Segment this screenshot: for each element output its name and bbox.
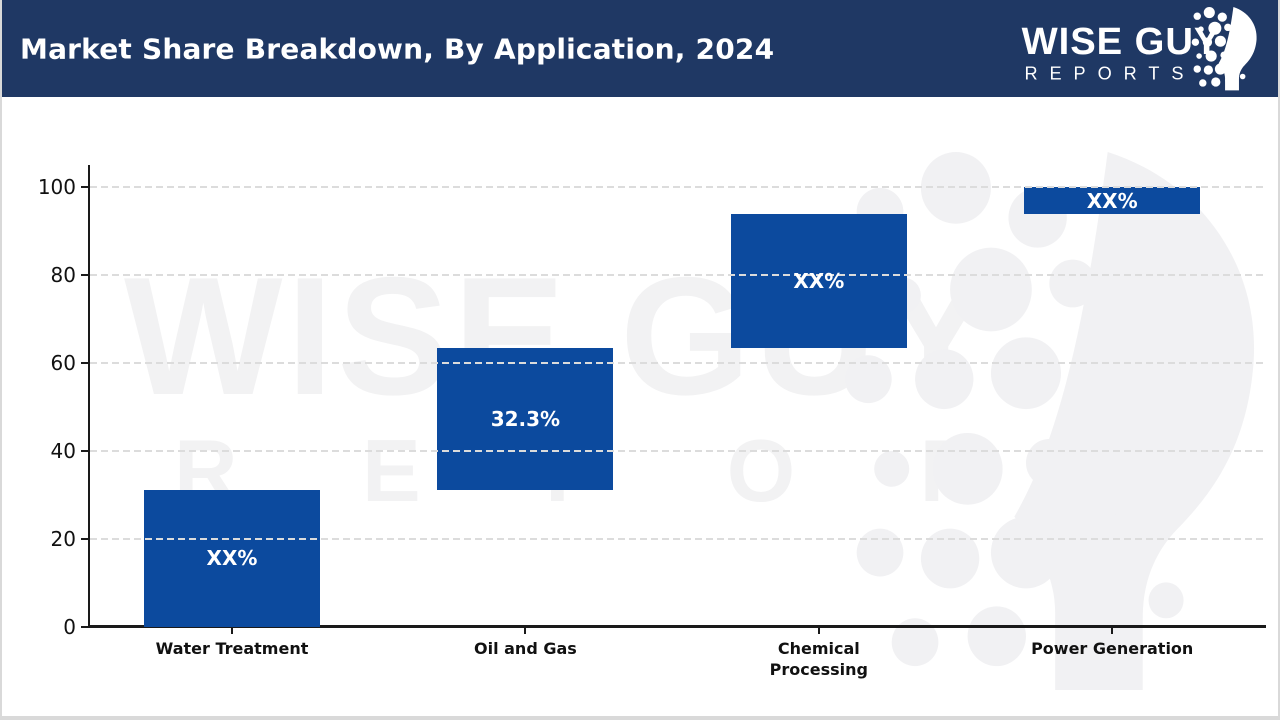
y-tick-label: 100 — [37, 175, 76, 199]
gridline — [90, 274, 1266, 276]
y-tick-mark — [81, 626, 89, 628]
y-tick-label: 60 — [50, 351, 76, 375]
y-tick-mark — [81, 362, 89, 364]
y-tick-label: 40 — [50, 439, 76, 463]
gridline — [90, 450, 1266, 452]
x-tick-mark — [817, 628, 820, 634]
chart-title: Market Share Breakdown, By Application, … — [20, 32, 775, 65]
y-tick-mark — [81, 186, 89, 188]
bar-value-label: 32.3% — [490, 406, 561, 431]
x-tick-mark — [524, 628, 527, 634]
logo-text-reports: REPORTS — [1024, 64, 1195, 84]
gridline — [90, 538, 1266, 540]
bar-segment — [437, 347, 614, 490]
x-axis-spine — [88, 625, 1266, 628]
x-category-label: Chemical Processing — [769, 639, 868, 679]
bar-value-label: XX% — [1086, 188, 1138, 213]
logo-text-wise-guy: WISE GUY — [1022, 20, 1221, 63]
y-tick-mark — [81, 274, 89, 276]
gridline — [90, 362, 1266, 364]
y-tick-label: 80 — [50, 263, 76, 287]
x-tick-mark — [231, 628, 233, 634]
y-axis-spine — [88, 165, 90, 628]
bar-segment — [144, 489, 320, 627]
x-tick-mark — [1111, 628, 1114, 634]
header-bar: Market Share Breakdown, By Application, … — [2, 0, 1278, 97]
y-tick-mark — [81, 538, 89, 540]
y-tick-label: 20 — [50, 527, 76, 551]
x-category-label: Power Generation — [1031, 639, 1194, 658]
gridline — [90, 186, 1266, 188]
y-tick-label: 0 — [63, 615, 76, 639]
bar-value-label: XX% — [793, 268, 845, 293]
x-category-label: Oil and Gas — [473, 639, 577, 658]
x-category-label: Water Treatment — [155, 639, 309, 658]
bar-value-label: XX% — [206, 546, 258, 571]
wise-guy-reports-logo: WISE GUY REPORTS — [1022, 6, 1257, 91]
y-tick-mark — [81, 450, 89, 452]
